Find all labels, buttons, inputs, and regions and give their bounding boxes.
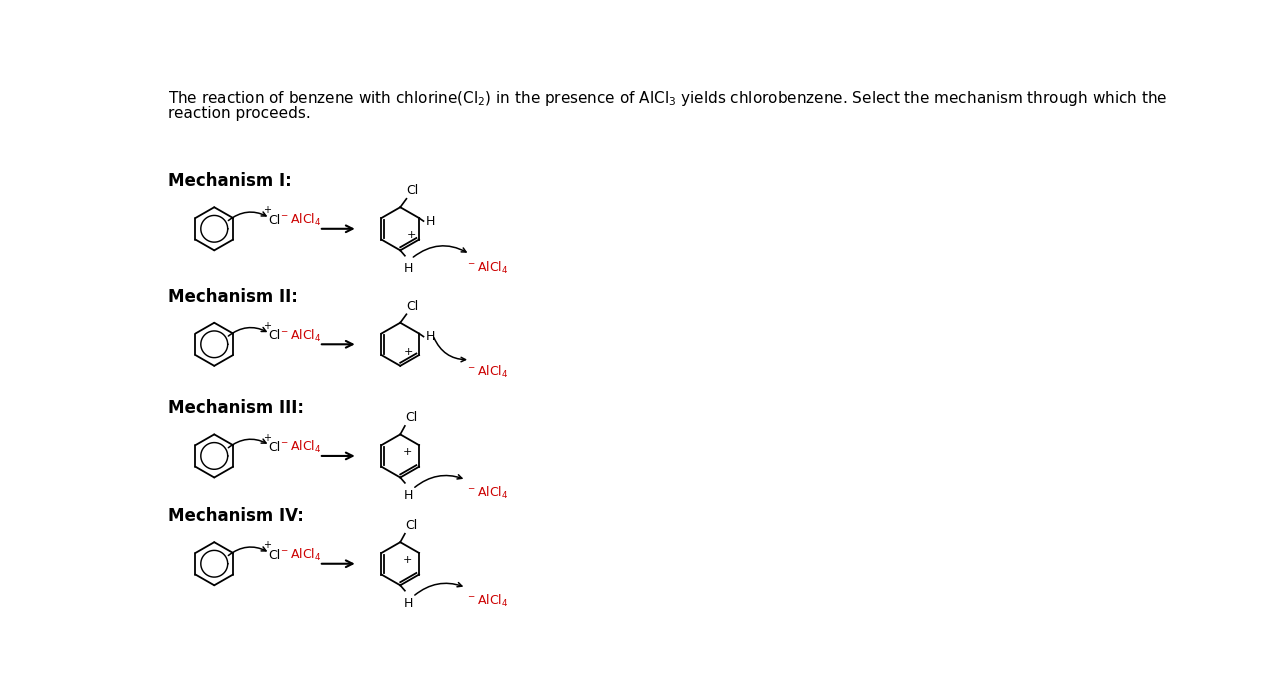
- Text: Mechanism II:: Mechanism II:: [168, 288, 298, 306]
- Text: +: +: [407, 230, 416, 240]
- Text: The reaction of benzene with chlorine(Cl$_2$) in the presence of AlCl$_3$ yields: The reaction of benzene with chlorine(Cl…: [168, 89, 1167, 108]
- Text: Mechanism III:: Mechanism III:: [168, 400, 303, 417]
- Text: Cl: Cl: [269, 441, 280, 454]
- Text: Cl: Cl: [404, 411, 417, 424]
- Text: $\mathregular{^-}$AlCl$\mathregular{_4}$: $\mathregular{^-}$AlCl$\mathregular{_4}$: [466, 485, 508, 501]
- Text: +: +: [262, 432, 271, 443]
- Text: $\mathregular{^-}$AlCl$\mathregular{_4}$: $\mathregular{^-}$AlCl$\mathregular{_4}$: [466, 364, 508, 379]
- Text: +: +: [404, 347, 413, 357]
- Text: Cl: Cl: [269, 549, 280, 562]
- Text: Cl: Cl: [407, 185, 419, 197]
- Text: H: H: [403, 262, 412, 275]
- Text: H: H: [403, 489, 412, 502]
- Text: +: +: [403, 555, 412, 565]
- Text: +: +: [262, 540, 271, 550]
- Text: H: H: [426, 330, 435, 343]
- Text: Cl: Cl: [404, 519, 417, 532]
- Text: $\mathregular{^-}$AlCl$\mathregular{_4}$: $\mathregular{^-}$AlCl$\mathregular{_4}$: [279, 212, 321, 228]
- Text: H: H: [426, 215, 435, 227]
- Text: $\mathregular{^-}$AlCl$\mathregular{_4}$: $\mathregular{^-}$AlCl$\mathregular{_4}$: [279, 547, 321, 563]
- Text: $\mathregular{^-}$AlCl$\mathregular{_4}$: $\mathregular{^-}$AlCl$\mathregular{_4}$: [279, 328, 321, 344]
- Text: Cl: Cl: [407, 300, 419, 313]
- Text: $\mathregular{^-}$AlCl$\mathregular{_4}$: $\mathregular{^-}$AlCl$\mathregular{_4}$: [279, 439, 321, 456]
- Text: Mechanism IV:: Mechanism IV:: [168, 507, 303, 525]
- Text: H: H: [403, 597, 412, 610]
- Text: +: +: [403, 447, 412, 457]
- Text: $\mathregular{^-}$AlCl$\mathregular{_4}$: $\mathregular{^-}$AlCl$\mathregular{_4}$: [466, 593, 508, 609]
- Text: +: +: [262, 321, 271, 331]
- Text: reaction proceeds.: reaction proceeds.: [168, 106, 311, 121]
- Text: Cl: Cl: [269, 329, 280, 342]
- Text: Mechanism I:: Mechanism I:: [168, 172, 292, 190]
- Text: $\mathregular{^-}$AlCl$\mathregular{_4}$: $\mathregular{^-}$AlCl$\mathregular{_4}$: [466, 260, 508, 276]
- Text: +: +: [262, 206, 271, 215]
- Text: Cl: Cl: [269, 214, 280, 227]
